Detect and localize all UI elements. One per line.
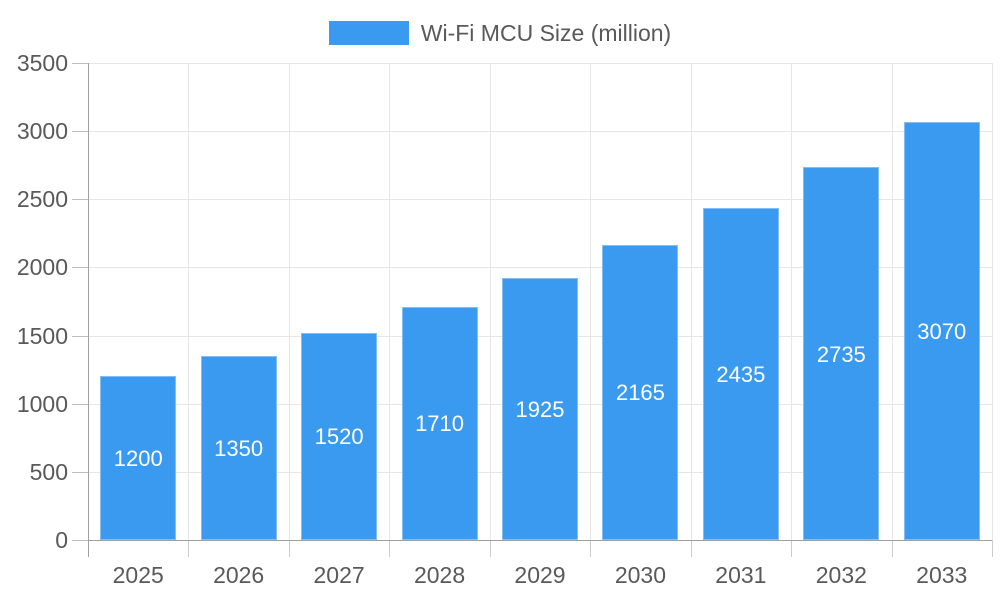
x-axis-tick-6 [690, 540, 692, 557]
bar-2029[interactable]: 1925 [502, 277, 578, 540]
bar-value-label-2032: 2735 [816, 341, 866, 367]
y-axis-tick-label-2000: 2000 [16, 254, 68, 281]
bar-value-label-2029: 1925 [515, 396, 565, 422]
plot-area: 1200 1350 1520 1710 1925 2165 2435 2735 3070 [72, 63, 993, 557]
bar-2032[interactable]: 2735 [803, 167, 880, 540]
v-gridline-1 [188, 63, 190, 540]
legend-swatch-icon [328, 21, 409, 45]
h-gridline-2000 [88, 267, 992, 269]
v-gridline-6 [690, 63, 692, 540]
y-axis-tick-1500 [72, 335, 88, 337]
y-axis-tick-3000 [72, 131, 88, 133]
x-axis-tick-label-2025: 2025 [112, 562, 164, 588]
bar-2028[interactable]: 1710 [401, 306, 478, 540]
h-gridline-2500 [88, 199, 992, 201]
y-axis-tick-label-3000: 3000 [16, 118, 68, 145]
v-gridline-9 [992, 63, 993, 540]
bar-value-label-2031: 2435 [716, 362, 766, 388]
y-axis-tick-2000 [72, 267, 88, 269]
y-axis-tick-label-0: 0 [55, 527, 68, 553]
h-gridline-3000 [88, 131, 992, 133]
x-axis-tick-8 [891, 540, 893, 557]
bar-2033[interactable]: 3070 [903, 121, 980, 540]
x-axis-tick-7 [791, 540, 793, 557]
legend-label: Wi-Fi MCU Size (million) [420, 19, 672, 46]
bar-2031[interactable]: 2435 [702, 208, 779, 540]
x-axis-tick-5 [590, 540, 592, 557]
bar-value-label-2026: 1350 [214, 435, 264, 461]
x-axis-line [88, 540, 992, 541]
bar-value-label-2025: 1200 [113, 446, 163, 472]
y-axis-tick-500 [72, 471, 88, 473]
y-axis-tick-1000 [72, 403, 88, 405]
y-axis-tick-label-1000: 1000 [16, 390, 68, 417]
bar-value-label-2030: 2165 [615, 380, 665, 406]
v-gridline-5 [590, 63, 592, 540]
x-axis-tick-label-2031: 2031 [715, 562, 767, 588]
y-axis-tick-3500 [72, 63, 88, 64]
h-gridline-3500 [88, 63, 992, 64]
x-axis-tick-label-2032: 2032 [815, 562, 867, 588]
x-axis-tick-label-2026: 2026 [213, 562, 265, 588]
y-axis-tick-2500 [72, 199, 88, 201]
v-gridline-2 [288, 63, 290, 540]
y-axis-tick-label-3500: 3500 [16, 50, 68, 76]
y-axis-line [88, 63, 89, 557]
x-axis-tick-label-2030: 2030 [614, 562, 667, 588]
x-axis-tick-3 [389, 540, 391, 557]
bar-2030[interactable]: 2165 [602, 244, 679, 540]
x-axis-tick-1 [188, 540, 190, 557]
x-axis-tick-label-2029: 2029 [514, 562, 566, 588]
y-axis-tick-0 [72, 540, 88, 541]
v-gridline-3 [389, 63, 391, 540]
v-gridline-7 [791, 63, 793, 540]
bar-2025[interactable]: 1200 [100, 376, 177, 540]
bar-value-label-2033: 3070 [917, 318, 967, 344]
x-axis-tick-9 [992, 540, 993, 557]
bar-value-label-2028: 1710 [415, 411, 465, 437]
x-axis-tick-label-2028: 2028 [413, 562, 466, 588]
legend[interactable]: Wi-Fi MCU Size (million) [0, 19, 1000, 46]
bar-2027[interactable]: 1520 [301, 332, 378, 540]
v-gridline-4 [489, 63, 491, 540]
x-axis-tick-label-2033: 2033 [916, 562, 968, 588]
x-axis-tick-2 [288, 540, 290, 557]
bar-value-label-2027: 1520 [314, 424, 364, 450]
x-axis-tick-4 [489, 540, 491, 557]
y-axis-tick-label-1500: 1500 [16, 322, 68, 349]
v-gridline-8 [891, 63, 893, 540]
x-axis-tick-label-2027: 2027 [313, 562, 365, 588]
bar-2026[interactable]: 1350 [200, 356, 277, 540]
y-axis-tick-label-2500: 2500 [16, 186, 68, 213]
y-axis-tick-label-500: 500 [29, 458, 68, 485]
